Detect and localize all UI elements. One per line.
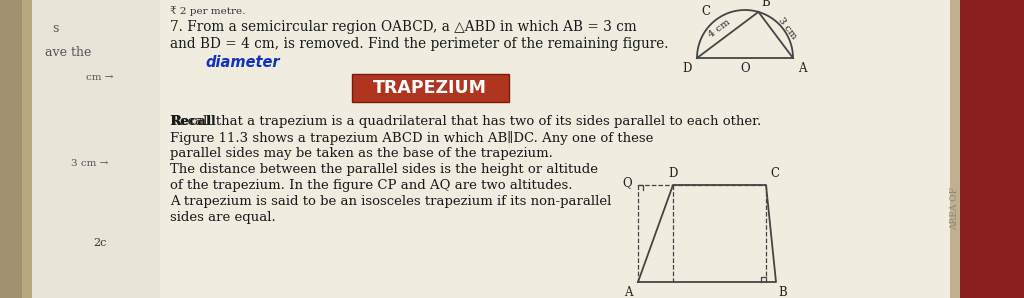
- Text: A: A: [798, 62, 807, 75]
- Text: Q: Q: [623, 176, 632, 190]
- Text: A: A: [625, 286, 633, 298]
- Text: cm →: cm →: [86, 74, 114, 83]
- FancyBboxPatch shape: [351, 74, 509, 102]
- Text: TRAPEZIUM: TRAPEZIUM: [373, 79, 487, 97]
- Text: diameter: diameter: [205, 55, 280, 70]
- Text: and BD = 4 cm, is removed. Find the perimeter of the remaining figure.: and BD = 4 cm, is removed. Find the peri…: [170, 37, 669, 51]
- Text: 3 cm: 3 cm: [776, 16, 799, 41]
- Text: C: C: [770, 167, 779, 180]
- Bar: [961, 0, 1024, 298]
- Text: O: O: [740, 62, 750, 75]
- Text: 7. From a semicircular region OABCD, a △ABD in which AB = 3 cm: 7. From a semicircular region OABCD, a △…: [170, 20, 637, 34]
- Text: s: s: [52, 21, 58, 35]
- Text: ave the: ave the: [45, 46, 91, 60]
- Text: The distance between the parallel sides is the height or altitude: The distance between the parallel sides …: [170, 163, 598, 176]
- Text: D: D: [683, 62, 692, 75]
- Text: Recall: Recall: [170, 115, 216, 128]
- Bar: [160, 0, 950, 298]
- Bar: [22, 0, 32, 298]
- Text: ₹ 2 per metre.: ₹ 2 per metre.: [170, 6, 246, 16]
- Text: B: B: [778, 286, 786, 298]
- Text: 4 cm: 4 cm: [707, 17, 731, 39]
- Text: 2c: 2c: [93, 238, 106, 248]
- Bar: [945, 0, 961, 298]
- Text: B: B: [762, 0, 770, 9]
- Text: A trapezium is said to be an isosceles trapezium if its non-parallel: A trapezium is said to be an isosceles t…: [170, 195, 611, 208]
- Text: AREA OF: AREA OF: [950, 187, 959, 229]
- Text: Recall that a trapezium is a quadrilateral that has two of its sides parallel to: Recall that a trapezium is a quadrilater…: [170, 115, 761, 128]
- Bar: [0, 0, 22, 298]
- Text: sides are equal.: sides are equal.: [170, 211, 275, 224]
- Text: C: C: [701, 5, 711, 18]
- Text: 3 cm →: 3 cm →: [72, 159, 109, 167]
- Text: parallel sides may be taken as the base of the trapezium.: parallel sides may be taken as the base …: [170, 147, 553, 160]
- Text: D: D: [669, 167, 678, 180]
- Text: of the trapezium. In the figure CP and AQ are two altitudes.: of the trapezium. In the figure CP and A…: [170, 179, 572, 192]
- Text: Figure 11.3 shows a trapezium ABCD in which AB∥DC. Any one of these: Figure 11.3 shows a trapezium ABCD in wh…: [170, 131, 653, 145]
